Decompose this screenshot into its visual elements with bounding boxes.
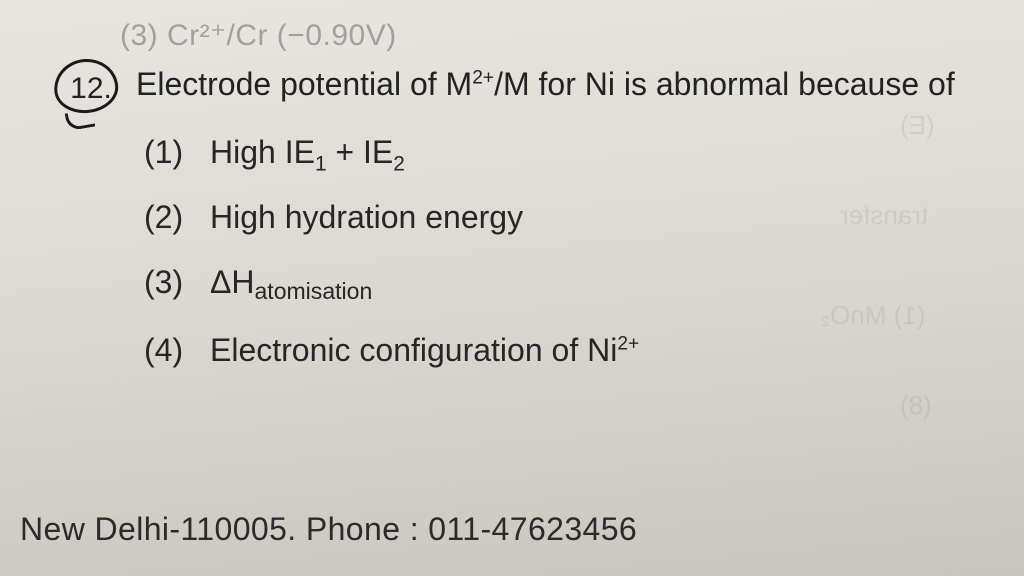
question-number: 12. [60,63,122,115]
question-row: 12. Electrode potential of M2+/M for Ni … [60,61,984,119]
option-number: (3) [144,261,196,304]
option-1: (1) High IE1 + IE2 [144,131,984,174]
option-number: (4) [144,329,196,372]
question-text: Electrode potential of M2+/M for Ni is a… [136,61,955,107]
option-3: (3) ΔHatomisation [144,261,984,307]
option-text: ΔHatomisation [210,261,372,307]
ghost-text: (8) [900,390,932,421]
page: (3) Cr²⁺/Cr (−0.90V) 12. Electrode poten… [0,0,1024,576]
option-4: (4) Electronic configuration of Ni2+ [144,329,984,372]
option-text: High hydration energy [210,196,523,239]
option-2: (2) High hydration energy [144,196,984,239]
footer-contact: New Delhi-110005. Phone : 011-47623456 [20,511,637,548]
options-list: (1) High IE1 + IE2 (2) High hydration en… [144,131,984,372]
previous-question-fragment: (3) Cr²⁺/Cr (−0.90V) [120,18,984,53]
option-text: High IE1 + IE2 [210,131,405,174]
option-number: (2) [144,196,196,239]
question-number-circle: 12. [60,63,122,119]
option-text: Electronic configuration of Ni2+ [210,329,639,372]
option-number: (1) [144,131,196,174]
